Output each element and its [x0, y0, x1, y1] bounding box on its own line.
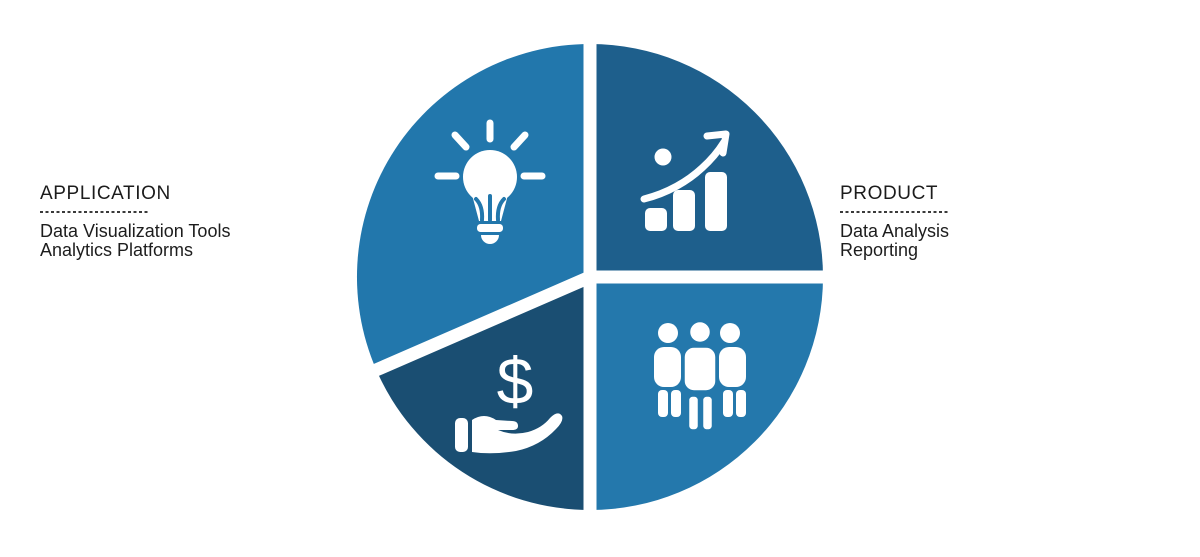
- product-line-1: Data Analysis: [840, 221, 950, 241]
- lightbulb-filament-right: [495, 197, 506, 222]
- dollar-sign: $: [497, 344, 534, 418]
- lightbulb-filament-left: [474, 197, 485, 222]
- lightbulb-ray-upleft: [451, 131, 470, 151]
- lightbulb-ray-upright: [510, 131, 529, 151]
- person-center: [681, 318, 719, 433]
- product-line-2: Reporting: [840, 240, 919, 260]
- growth-bar-large: [705, 172, 727, 231]
- growth-dot: [654, 148, 672, 166]
- product-divider: [840, 211, 948, 213]
- pie-slice-idea: [356, 44, 590, 370]
- lightbulb-globe: [463, 150, 517, 204]
- lightbulb-icon: [434, 119, 546, 244]
- application-line-1: Data Visualization Tools: [40, 221, 231, 241]
- application-line-2: Analytics Platforms: [40, 240, 194, 260]
- slice-separator: [361, 270, 597, 380]
- growth-chart-icon: [640, 130, 730, 231]
- application-heading: APPLICATION: [40, 183, 171, 204]
- lightbulb-cap: [481, 235, 499, 244]
- person-left: [654, 323, 681, 417]
- product-heading: PRODUCT: [840, 183, 939, 204]
- people-group-icon: [654, 318, 746, 433]
- hand-palm: [472, 413, 563, 454]
- growth-arrow-head: [703, 130, 730, 157]
- hand-cuff: [455, 418, 468, 452]
- application-label-block: APPLICATION Data Visualization Tools Ana…: [40, 183, 230, 260]
- person-right: [719, 323, 746, 417]
- product-label-block: PRODUCT Data Analysis Reporting: [840, 183, 949, 260]
- growth-bar-small: [645, 208, 667, 231]
- dollar-hand-icon: $: [455, 344, 563, 454]
- application-divider: [40, 211, 148, 213]
- slice-separators: [361, 28, 839, 526]
- lightbulb-base: [477, 224, 503, 232]
- pie-slice-finance: [376, 277, 590, 510]
- growth-arrow-curve: [640, 138, 728, 203]
- growth-bar-medium: [673, 190, 695, 231]
